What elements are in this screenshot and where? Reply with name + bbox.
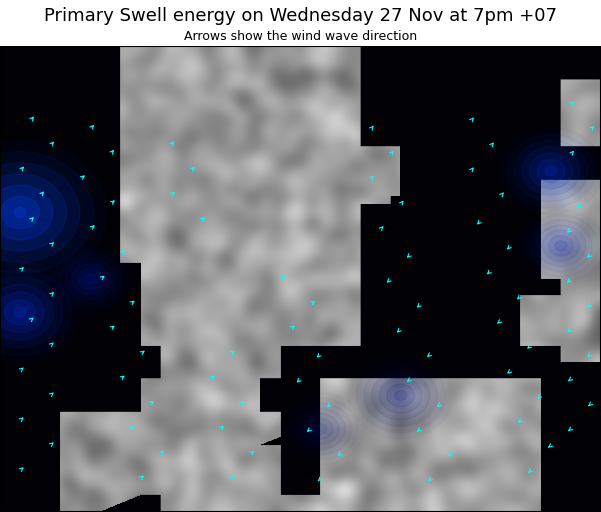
Circle shape bbox=[1, 196, 40, 229]
Circle shape bbox=[545, 166, 557, 176]
Circle shape bbox=[314, 424, 326, 434]
Text: Arrows show the wind wave direction: Arrows show the wind wave direction bbox=[184, 30, 417, 44]
Circle shape bbox=[522, 146, 580, 195]
Circle shape bbox=[66, 259, 115, 300]
Circle shape bbox=[0, 152, 93, 273]
Circle shape bbox=[379, 378, 422, 413]
Circle shape bbox=[5, 300, 35, 325]
Circle shape bbox=[542, 230, 579, 261]
Circle shape bbox=[308, 419, 333, 439]
Circle shape bbox=[0, 185, 53, 240]
Circle shape bbox=[536, 225, 586, 266]
Circle shape bbox=[395, 391, 407, 400]
Circle shape bbox=[84, 274, 96, 284]
Circle shape bbox=[72, 264, 109, 294]
Circle shape bbox=[0, 292, 44, 332]
Circle shape bbox=[537, 159, 565, 182]
Circle shape bbox=[78, 269, 102, 289]
Circle shape bbox=[0, 163, 80, 262]
Circle shape bbox=[0, 285, 53, 340]
Circle shape bbox=[302, 413, 339, 444]
Circle shape bbox=[0, 277, 63, 348]
Circle shape bbox=[296, 408, 346, 450]
Circle shape bbox=[555, 241, 567, 251]
Circle shape bbox=[14, 207, 26, 218]
Circle shape bbox=[0, 174, 66, 251]
Circle shape bbox=[529, 153, 572, 189]
Circle shape bbox=[371, 371, 430, 420]
Text: Primary Swell energy on Wednesday 27 Nov at 7pm +07: Primary Swell energy on Wednesday 27 Nov… bbox=[44, 7, 557, 25]
Circle shape bbox=[549, 236, 573, 256]
Circle shape bbox=[387, 384, 415, 407]
Circle shape bbox=[514, 140, 588, 202]
Circle shape bbox=[0, 269, 72, 355]
Circle shape bbox=[14, 307, 26, 317]
